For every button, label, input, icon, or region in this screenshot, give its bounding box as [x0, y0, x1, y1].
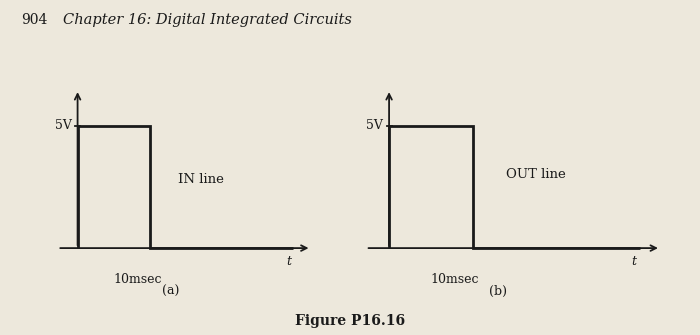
Text: Chapter 16: Digital Integrated Circuits: Chapter 16: Digital Integrated Circuits — [63, 13, 352, 27]
Text: t: t — [631, 255, 636, 268]
Text: 5V: 5V — [365, 119, 382, 132]
Text: Figure P16.16: Figure P16.16 — [295, 314, 405, 328]
Text: 904: 904 — [21, 13, 48, 27]
Text: (a): (a) — [162, 285, 180, 298]
Text: 5V: 5V — [55, 119, 72, 132]
Text: IN line: IN line — [178, 173, 224, 186]
Text: OUT line: OUT line — [506, 168, 566, 181]
Text: t: t — [286, 255, 291, 268]
Text: 10msec: 10msec — [113, 273, 162, 285]
Text: (b): (b) — [489, 285, 507, 298]
Text: 10msec: 10msec — [431, 273, 480, 285]
